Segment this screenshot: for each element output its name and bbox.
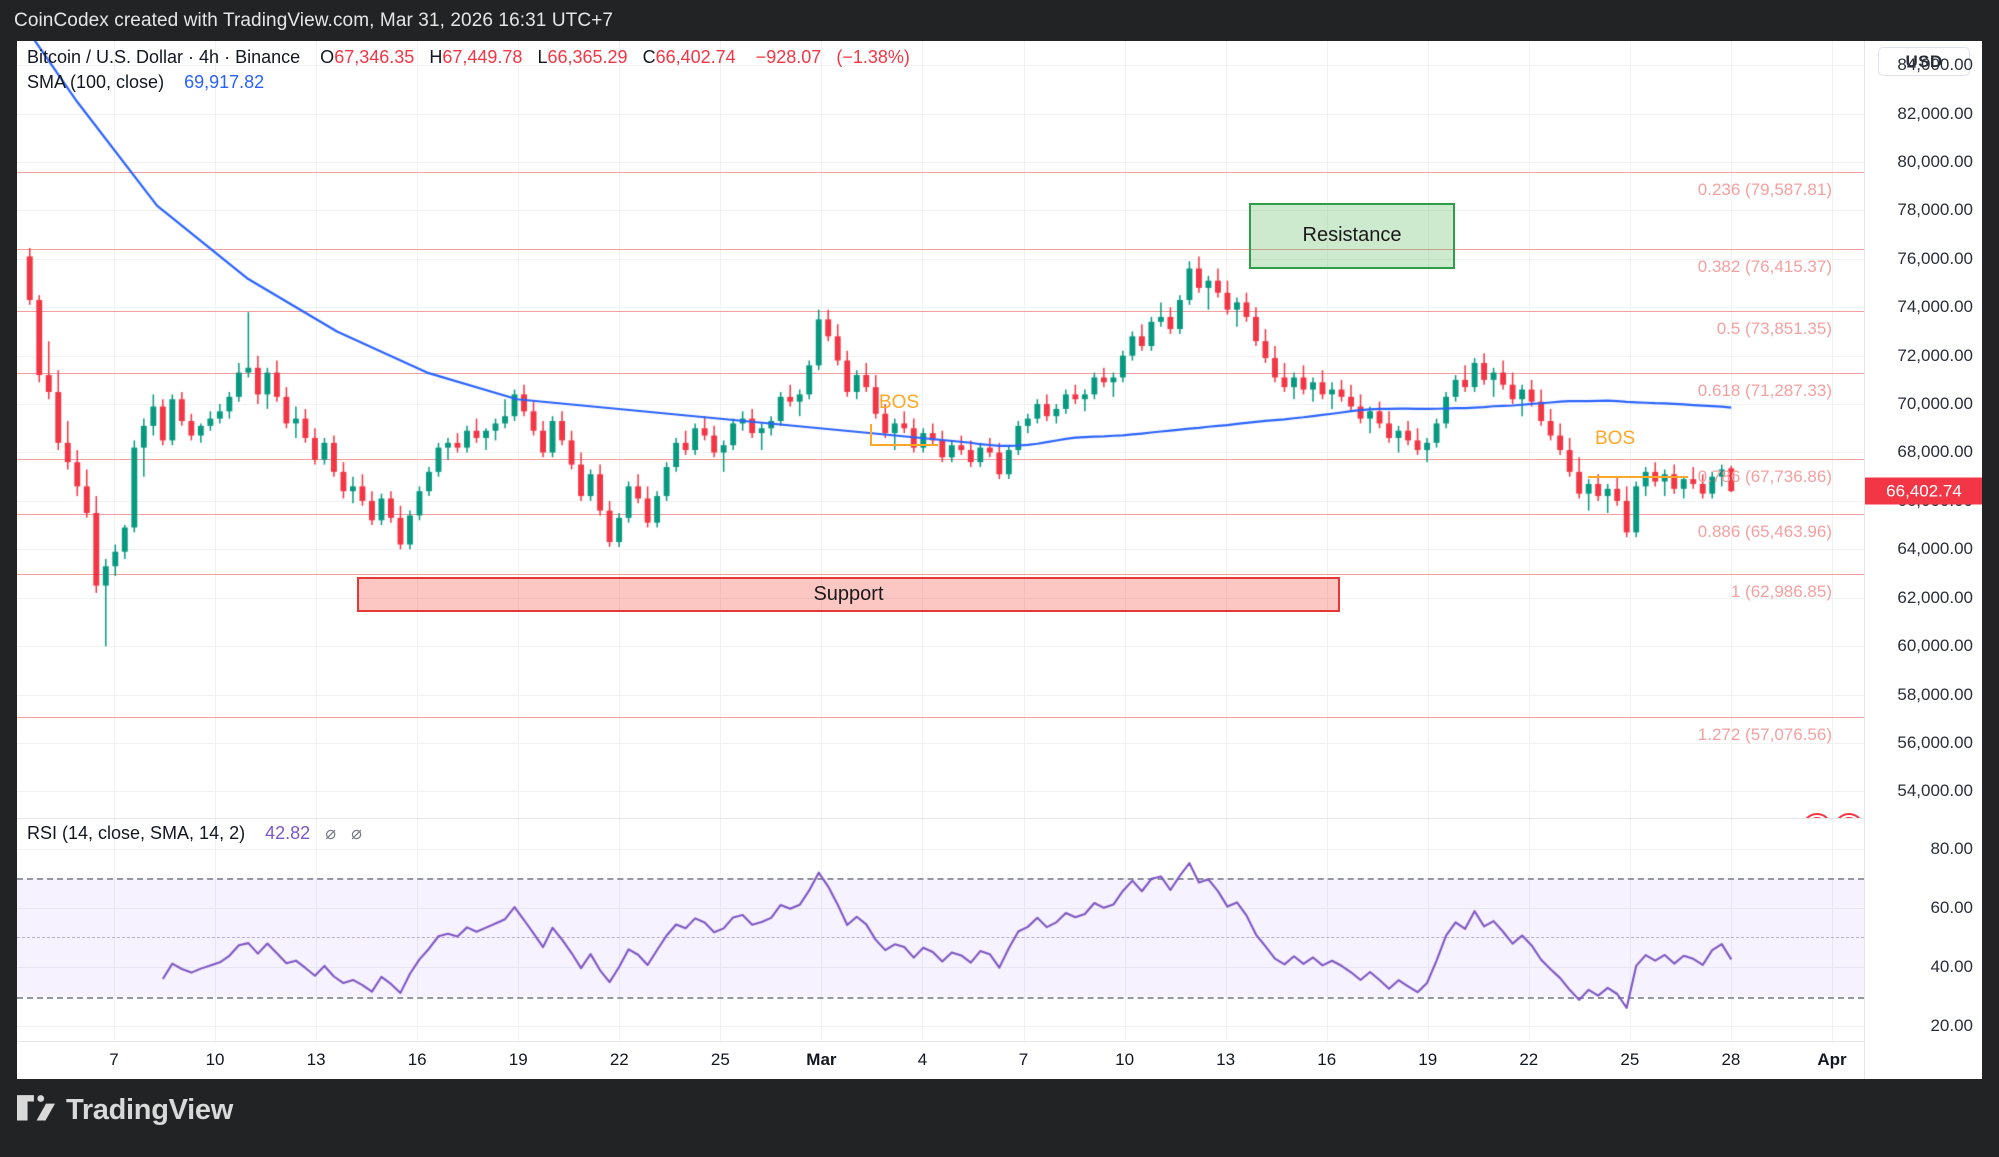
- candlestick-series: [17, 41, 1864, 818]
- price-axis-tick: 80,000.00: [1897, 152, 1973, 172]
- price-axis-tick: 70,000.00: [1897, 394, 1973, 414]
- time-axis-tick: 16: [1317, 1050, 1337, 1069]
- time-axis-tick: 25: [710, 1050, 730, 1069]
- tradingview-footer[interactable]: TradingView: [17, 1094, 233, 1127]
- time-axis-tick: 22: [609, 1050, 629, 1069]
- price-axis-tick: 74,000.00: [1897, 297, 1973, 317]
- bos-bracket-1: [870, 424, 938, 446]
- price-axis-tick: 62,000.00: [1897, 587, 1973, 607]
- time-axis-tick: 16: [407, 1050, 427, 1069]
- price-axis-tick: 54,000.00: [1897, 781, 1973, 801]
- time-axis-tick: Mar: [806, 1050, 837, 1069]
- tradingview-logo-icon: [17, 1094, 55, 1120]
- time-axis-tick: 7: [109, 1050, 119, 1069]
- time-axis[interactable]: 7 10 13 16 19 22 25 Mar 4 7 10 13 16 19 22 25 28 Apr: [17, 1041, 1864, 1079]
- rsi-eye-icon-1[interactable]: ⌀: [325, 823, 337, 843]
- us-flag-icon-1[interactable]: [1802, 813, 1832, 818]
- fib-label-1: 1 (62,986.85): [1730, 581, 1832, 601]
- time-axis-tick: 10: [1115, 1050, 1135, 1069]
- price-axis-tick: 78,000.00: [1897, 200, 1973, 220]
- rsi-axis-tick: 40.00: [1930, 957, 1973, 976]
- chart-canvas[interactable]: Resistance Support BOS BOS 0.236 (79,587…: [17, 41, 1982, 1079]
- currency-badge[interactable]: USD: [1878, 47, 1970, 76]
- fib-label-1.272: 1.272 (57,076.56): [1697, 724, 1832, 744]
- time-axis-tick: Apr: [1817, 1050, 1847, 1069]
- price-axis-tick: 68,000.00: [1897, 442, 1973, 462]
- resistance-label: Resistance: [1302, 224, 1402, 247]
- time-axis-tick: 13: [306, 1050, 326, 1069]
- fib-label-0.786: 0.786 (67,736.86): [1697, 466, 1832, 486]
- price-axis-tick: 84,000.00: [1897, 55, 1973, 75]
- bos-label-1: BOS: [879, 392, 920, 413]
- time-axis-tick: 10: [205, 1050, 225, 1069]
- price-axis-tick: 58,000.00: [1897, 684, 1973, 704]
- rsi-axis-tick: 20.00: [1930, 1016, 1973, 1036]
- fib-label-0.886: 0.886 (65,463.96): [1697, 521, 1832, 541]
- tradingview-wordmark: TradingView: [66, 1094, 233, 1126]
- price-axis-tick: 72,000.00: [1897, 345, 1973, 365]
- last-price-badge: 66,402.74: [1865, 477, 1982, 505]
- bos-bracket-2: [1588, 459, 1688, 478]
- support-zone[interactable]: Support: [357, 577, 1340, 613]
- time-axis-tick: 19: [508, 1050, 528, 1069]
- rsi-axis-tick: 60.00: [1930, 897, 1973, 917]
- rsi-line-series: [17, 819, 1864, 1041]
- rsi-legend: RSI (14, close, SMA, 14, 2) 42.82 ⌀ ⌀: [27, 823, 362, 844]
- price-axis-tick: 60,000.00: [1897, 636, 1973, 656]
- bos-label-2: BOS: [1595, 428, 1636, 449]
- resistance-zone[interactable]: Resistance: [1249, 203, 1455, 269]
- price-axis-tick: 82,000.00: [1897, 103, 1973, 123]
- price-pane[interactable]: Resistance Support BOS BOS 0.236 (79,587…: [17, 41, 1864, 818]
- time-axis-tick: 19: [1418, 1050, 1438, 1069]
- rsi-legend-label: RSI (14, close, SMA, 14, 2): [27, 823, 246, 843]
- time-axis-tick: 28: [1721, 1050, 1741, 1069]
- rsi-axis-tick: 80.00: [1930, 838, 1973, 858]
- attribution-bar: CoinCodex created with TradingView.com, …: [0, 0, 1999, 41]
- economic-event-flags[interactable]: [1788, 813, 1864, 818]
- price-axis-tick: 56,000.00: [1897, 732, 1973, 752]
- fib-label-0.5: 0.5 (73,851.35): [1716, 318, 1832, 338]
- price-axis[interactable]: USD 84,000.00 82,000.00 80,000.00 78,000.00…: [1864, 41, 1982, 1079]
- pane-divider[interactable]: [17, 818, 1864, 819]
- rsi-eye-icon-2[interactable]: ⌀: [351, 823, 362, 843]
- time-axis-tick: 22: [1519, 1050, 1539, 1069]
- time-axis-tick: 7: [1018, 1050, 1029, 1069]
- attribution-text: CoinCodex created with TradingView.com, …: [14, 9, 614, 31]
- price-axis-tick: 76,000.00: [1897, 248, 1973, 268]
- time-axis-tick: 13: [1216, 1050, 1236, 1069]
- rsi-pane[interactable]: RSI (14, close, SMA, 14, 2) 42.82 ⌀ ⌀: [17, 819, 1864, 1041]
- fib-label-0.382: 0.382 (76,415.37): [1697, 256, 1832, 276]
- us-flag-icon-2[interactable]: [1834, 813, 1864, 818]
- time-axis-tick: 4: [917, 1050, 928, 1069]
- rsi-legend-value: 42.82: [265, 823, 311, 843]
- fib-label-0.618: 0.618 (71,287.33): [1697, 380, 1832, 400]
- fib-label-0.236: 0.236 (79,587.81): [1697, 180, 1832, 199]
- support-label: Support: [813, 583, 884, 606]
- price-axis-tick: 64,000.00: [1897, 539, 1973, 559]
- time-axis-tick: 25: [1620, 1050, 1640, 1069]
